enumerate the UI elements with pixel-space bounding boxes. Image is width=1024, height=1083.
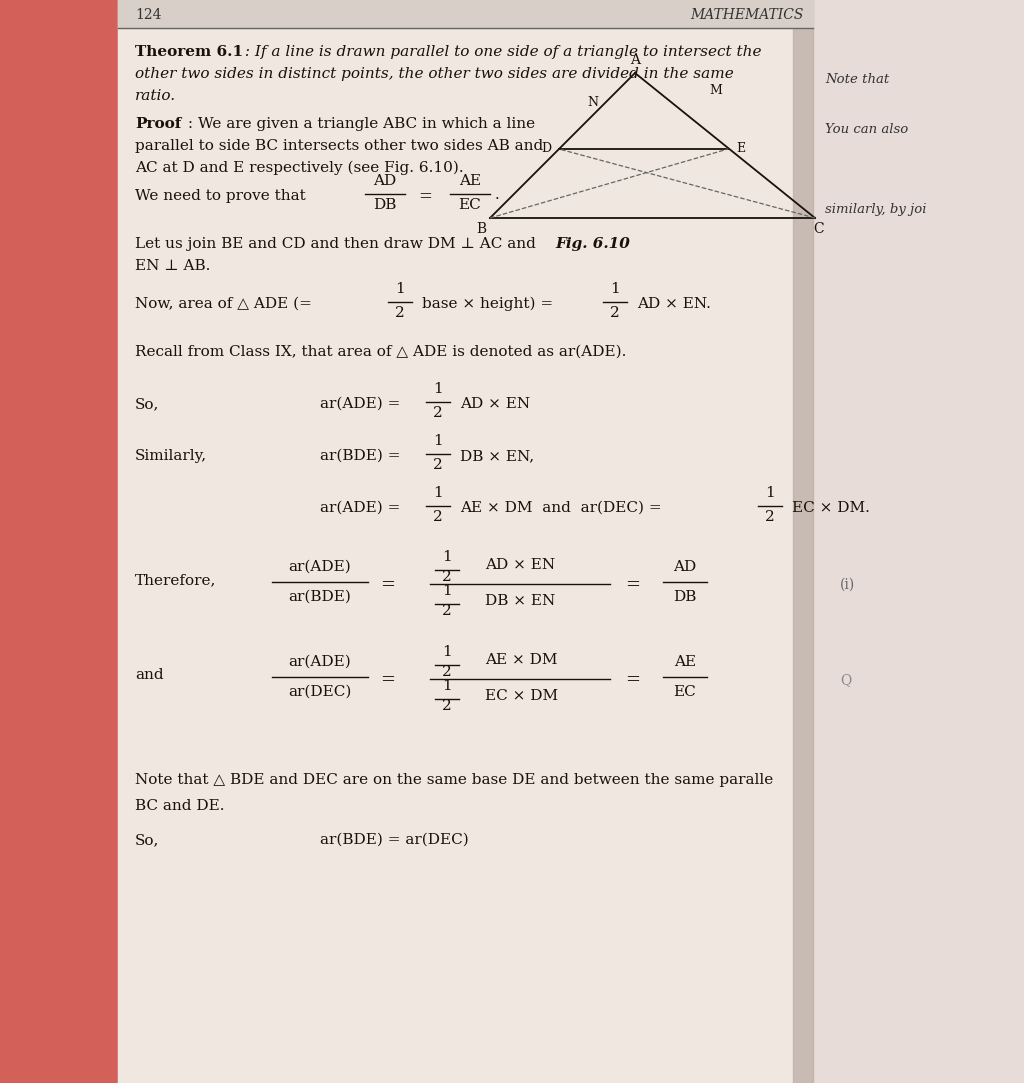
Text: Recall from Class IX, that area of △ ADE is denoted as ar(ADE).: Recall from Class IX, that area of △ ADE… — [135, 345, 627, 358]
Text: AD × EN: AD × EN — [460, 397, 530, 412]
Text: AE × DM: AE × DM — [485, 653, 557, 667]
Text: 1: 1 — [610, 282, 620, 296]
Text: ar(BDE): ar(BDE) — [289, 590, 351, 604]
Text: DB: DB — [674, 590, 696, 604]
Text: =: = — [626, 576, 640, 593]
Text: Note that △ BDE and DEC are on the same base DE and between the same paralle: Note that △ BDE and DEC are on the same … — [135, 773, 773, 787]
Text: Q: Q — [840, 673, 851, 687]
Text: 2: 2 — [442, 570, 452, 584]
Bar — [813, 0, 1024, 1083]
Text: DB × EN: DB × EN — [485, 593, 555, 608]
Text: 2: 2 — [395, 306, 404, 319]
Text: AD: AD — [674, 560, 696, 574]
Text: 1: 1 — [442, 584, 452, 598]
Text: M: M — [709, 84, 722, 97]
Text: ar(ADE) =: ar(ADE) = — [319, 397, 400, 412]
Text: (i): (i) — [840, 578, 855, 592]
Text: AE: AE — [459, 174, 481, 188]
Text: A: A — [630, 53, 640, 67]
Text: EN ⊥ AB.: EN ⊥ AB. — [135, 259, 210, 273]
Text: Note that: Note that — [825, 73, 889, 86]
Text: 2: 2 — [433, 458, 442, 472]
Text: =: = — [626, 671, 640, 689]
Text: : If a line is drawn parallel to one side of a triangle to intersect the: : If a line is drawn parallel to one sid… — [240, 45, 762, 58]
Text: 2: 2 — [765, 510, 775, 524]
Text: Theorem 6.1: Theorem 6.1 — [135, 45, 243, 58]
Text: =: = — [381, 671, 395, 689]
Text: ar(DEC): ar(DEC) — [289, 686, 351, 699]
Text: EC × DM.: EC × DM. — [792, 501, 869, 516]
Text: DB: DB — [374, 198, 396, 212]
Text: Proof: Proof — [135, 117, 181, 131]
Text: ar(ADE): ar(ADE) — [289, 655, 351, 669]
Text: 1: 1 — [433, 486, 442, 500]
Text: and: and — [135, 668, 164, 682]
Text: 2: 2 — [442, 604, 452, 618]
Text: =: = — [418, 188, 432, 206]
Text: MATHEMATICS: MATHEMATICS — [690, 8, 804, 22]
Text: ar(BDE) =: ar(BDE) = — [319, 449, 400, 464]
Text: ratio.: ratio. — [135, 89, 176, 103]
Text: ar(BDE) = ar(DEC): ar(BDE) = ar(DEC) — [319, 833, 469, 847]
Text: AC at D and E respectively (see Fig. 6.10).: AC at D and E respectively (see Fig. 6.1… — [135, 161, 464, 175]
Text: 1: 1 — [395, 282, 404, 296]
Bar — [118, 0, 813, 28]
Text: So,: So, — [135, 397, 160, 412]
Text: 1: 1 — [442, 550, 452, 564]
Text: We need to prove that: We need to prove that — [135, 190, 306, 203]
Text: EC: EC — [674, 686, 696, 699]
Text: =: = — [381, 576, 395, 593]
Polygon shape — [793, 0, 813, 1083]
Text: D: D — [541, 143, 551, 156]
Text: 2: 2 — [610, 306, 620, 319]
Text: 1: 1 — [442, 679, 452, 693]
Text: 1: 1 — [433, 434, 442, 448]
Text: 1: 1 — [442, 645, 452, 658]
Text: AE × DM  and  ar(DEC) =: AE × DM and ar(DEC) = — [460, 501, 662, 516]
Text: ar(ADE) =: ar(ADE) = — [319, 501, 400, 516]
Text: ar(ADE): ar(ADE) — [289, 560, 351, 574]
Text: AD × EN: AD × EN — [485, 558, 555, 572]
Text: EC × DM: EC × DM — [485, 689, 558, 703]
Text: parallel to side BC intersects other two sides AB and: parallel to side BC intersects other two… — [135, 139, 544, 153]
Text: 1: 1 — [433, 382, 442, 396]
Text: E: E — [736, 143, 745, 156]
Text: EC: EC — [459, 198, 481, 212]
Text: Fig. 6.10: Fig. 6.10 — [555, 237, 630, 251]
Text: Let us join BE and CD and then draw DM ⊥ AC and: Let us join BE and CD and then draw DM ⊥… — [135, 237, 536, 251]
Text: AD × EN.: AD × EN. — [637, 297, 711, 311]
Bar — [118, 0, 813, 1083]
Text: BC and DE.: BC and DE. — [135, 799, 224, 813]
Text: Therefore,: Therefore, — [135, 573, 216, 587]
Text: N: N — [587, 95, 598, 108]
Text: You can also: You can also — [825, 123, 908, 136]
Text: So,: So, — [135, 833, 160, 847]
Text: Now, area of △ ADE (=: Now, area of △ ADE (= — [135, 297, 312, 311]
Text: : We are given a triangle ABC in which a line: : We are given a triangle ABC in which a… — [183, 117, 536, 131]
Text: C: C — [813, 222, 823, 236]
Text: AD: AD — [374, 174, 396, 188]
Text: 2: 2 — [433, 406, 442, 420]
Text: 2: 2 — [442, 699, 452, 713]
Text: B: B — [476, 222, 486, 236]
Text: AE: AE — [674, 655, 696, 669]
Text: .: . — [495, 188, 500, 203]
Bar — [0, 0, 118, 1083]
Text: similarly, by joi: similarly, by joi — [825, 203, 927, 216]
Text: 124: 124 — [135, 8, 162, 22]
Text: 2: 2 — [442, 665, 452, 679]
Text: base × height) =: base × height) = — [422, 297, 553, 312]
Text: 1: 1 — [765, 486, 775, 500]
Text: 2: 2 — [433, 510, 442, 524]
Text: DB × EN,: DB × EN, — [460, 449, 535, 464]
Text: Similarly,: Similarly, — [135, 449, 207, 464]
Text: other two sides in distinct points, the other two sides are divided in the same: other two sides in distinct points, the … — [135, 67, 734, 81]
